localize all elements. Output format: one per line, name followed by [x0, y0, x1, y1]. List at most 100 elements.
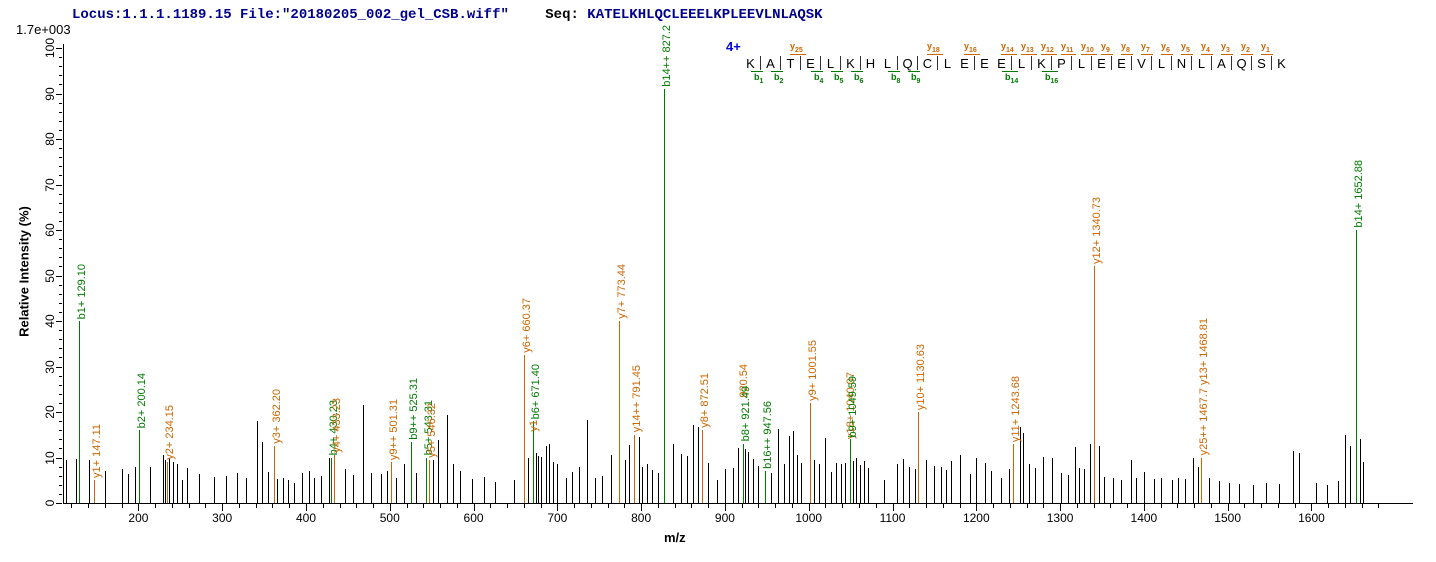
peak	[941, 466, 943, 503]
x-minor-tick	[590, 504, 592, 508]
x-minor-tick	[1043, 504, 1045, 508]
y-minor-tick	[59, 157, 62, 159]
cleavage-boundary: y25	[790, 41, 806, 71]
peak	[1184, 479, 1186, 503]
y-minor-tick	[59, 402, 62, 404]
peak	[681, 453, 683, 503]
peak	[168, 458, 170, 503]
y-minor-tick	[59, 311, 62, 313]
y-tick-label: 100	[43, 37, 57, 59]
x-tick-label: 200	[128, 511, 149, 525]
b-ion-marker: b5	[831, 71, 844, 85]
b-ion-marker: b9	[908, 71, 921, 85]
x-minor-tick	[255, 504, 257, 508]
y-major-tick	[56, 366, 62, 368]
residue-letter: T	[786, 56, 795, 71]
peak	[1293, 450, 1295, 503]
peak	[708, 463, 710, 503]
b-ion-marker: b6	[851, 71, 864, 85]
y-major-tick	[56, 412, 62, 413]
peak	[610, 455, 612, 503]
peak	[1219, 481, 1221, 503]
cleavage-tick	[1271, 56, 1272, 70]
residue-letter: K	[746, 56, 755, 71]
x-minor-tick	[842, 504, 844, 508]
y-ion-peak	[167, 462, 169, 503]
peak	[1197, 466, 1199, 503]
x-minor-tick	[1026, 504, 1028, 508]
y-tick-label: 60	[43, 223, 57, 237]
y-ion-peak-label: y7+ 773.44	[615, 264, 628, 319]
cleavage-boundary: y1	[1261, 41, 1273, 71]
peak	[65, 459, 67, 503]
y-minor-tick	[59, 120, 62, 122]
y-ion-peak	[524, 355, 526, 503]
b-ion-peak	[663, 88, 665, 503]
peak	[75, 458, 77, 503]
x-minor-tick	[1009, 504, 1011, 508]
peak	[1019, 427, 1021, 503]
y-minor-tick	[59, 239, 62, 241]
peak	[625, 459, 627, 503]
x-tick-label: 1100	[879, 511, 906, 525]
y-ion-peak	[1012, 443, 1014, 503]
y-ion-peak	[918, 412, 920, 503]
y-ion-peak-label: y14++ 791.45	[630, 365, 643, 433]
y-ion-peak	[810, 402, 812, 503]
y-ion-peak	[274, 446, 276, 503]
residue-letter: N	[1176, 56, 1187, 71]
y-minor-tick	[59, 339, 62, 341]
y-minor-tick	[59, 257, 62, 259]
y-ion-peak-label: y3+ 362.20	[271, 389, 284, 445]
y-ion-marker: y7	[1141, 41, 1153, 55]
peak	[840, 464, 842, 503]
b-ion-peak	[410, 441, 412, 503]
cleavage-boundary: b9	[908, 56, 921, 85]
y-ion-marker: y1	[1261, 41, 1273, 55]
y-ion-peak	[428, 459, 430, 503]
x-minor-tick	[926, 504, 928, 508]
x-minor-tick	[674, 504, 676, 508]
peak	[513, 480, 515, 503]
peak	[122, 468, 124, 503]
x-axis-title: m/z	[664, 530, 686, 545]
b-ion-peak-label: b9+ 1049.59	[847, 375, 860, 438]
y-minor-tick	[59, 248, 62, 250]
peak	[557, 464, 559, 503]
peak	[1079, 467, 1081, 503]
x-minor-tick	[171, 504, 173, 508]
y-minor-tick	[59, 493, 62, 495]
peak	[1143, 472, 1145, 503]
y-minor-tick	[59, 202, 62, 204]
peak	[433, 459, 435, 503]
y-major-tick	[56, 503, 62, 504]
x-minor-tick	[1194, 504, 1196, 508]
x-minor-tick	[188, 504, 190, 508]
peak	[88, 459, 90, 503]
cleavage-boundary: b1	[751, 56, 764, 85]
y-minor-tick	[59, 384, 62, 386]
x-minor-tick	[1294, 504, 1296, 508]
peak	[256, 421, 258, 503]
x-minor-tick	[205, 504, 207, 508]
y-ion-peak	[390, 462, 392, 503]
x-minor-tick	[1244, 504, 1246, 508]
x-tick-label: 500	[379, 511, 400, 525]
x-minor-tick	[523, 504, 525, 508]
peak	[1153, 479, 1155, 503]
peak	[1193, 458, 1195, 503]
peak	[969, 473, 971, 503]
cleavage-boundary: b2	[771, 56, 784, 85]
y-ion-marker: y6	[1161, 41, 1173, 55]
b-ion-peak-label: b9++ 525.31	[407, 377, 420, 440]
x-minor-tick	[1177, 504, 1179, 508]
cleavage-tick	[897, 56, 898, 70]
peak	[162, 455, 164, 503]
peak	[246, 477, 248, 503]
cleavage-tick	[1231, 56, 1232, 70]
x-minor-tick	[423, 504, 425, 508]
y-ion-peak	[618, 321, 620, 503]
x-tick-label: 1300	[1046, 511, 1074, 525]
x-major-tick	[1060, 504, 1062, 511]
